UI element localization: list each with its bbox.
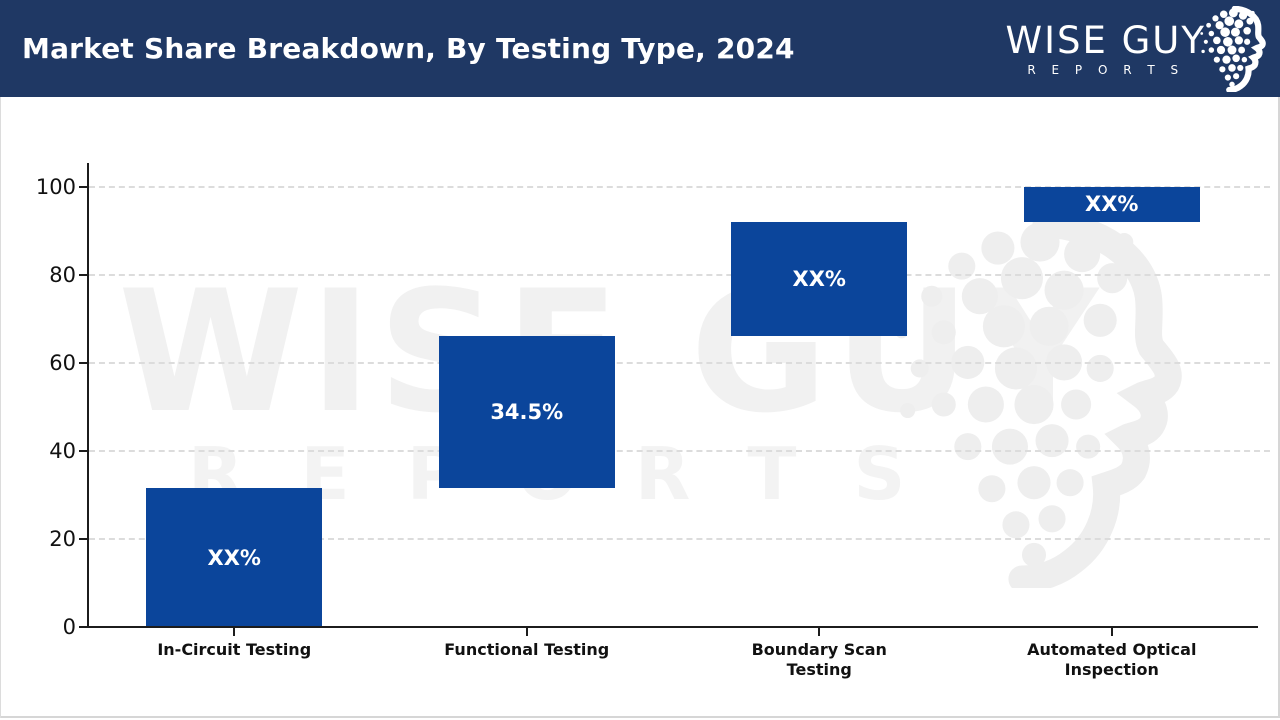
y-tick-label: 60 bbox=[49, 350, 76, 375]
logo-wordmark: WISE GUY bbox=[1005, 19, 1206, 62]
y-tick-label: 0 bbox=[62, 615, 76, 639]
y-axis-line bbox=[87, 163, 89, 628]
frame-edge-bottom bbox=[0, 716, 1280, 718]
x-tick-mark bbox=[818, 628, 821, 636]
x-tick-mark bbox=[1110, 628, 1113, 636]
x-tick-mark bbox=[525, 628, 528, 636]
x-tick-mark bbox=[233, 628, 236, 636]
gridline bbox=[89, 537, 1270, 540]
bar-value-label: XX% bbox=[207, 545, 261, 570]
x-tick-label: In-Circuit Testing bbox=[157, 640, 312, 659]
y-tick-label: 80 bbox=[49, 262, 76, 287]
y-tick-mark bbox=[79, 185, 88, 188]
x-tick-label: Automated Optical Inspection bbox=[1027, 640, 1197, 679]
gridline bbox=[89, 449, 1270, 452]
y-tick-label: 100 bbox=[35, 174, 76, 199]
logo-tagline: R E P O R T S bbox=[1027, 63, 1185, 77]
y-tick-mark bbox=[79, 626, 88, 628]
header-bar: Market Share Breakdown, By Testing Type,… bbox=[0, 0, 1280, 97]
x-tick-label: Boundary Scan Testing bbox=[751, 640, 887, 679]
y-tick-mark bbox=[79, 273, 88, 276]
market-share-bar bbox=[1023, 186, 1200, 222]
x-axis-line bbox=[87, 626, 1258, 628]
y-tick-mark bbox=[79, 537, 88, 540]
bar-value-label: 34.5% bbox=[490, 400, 564, 425]
logo-head-profile-icon bbox=[1196, 6, 1268, 92]
gridline bbox=[89, 361, 1270, 364]
y-tick-mark bbox=[79, 361, 88, 364]
y-tick-mark bbox=[79, 449, 88, 452]
bar-value-label: XX% bbox=[792, 267, 846, 291]
frame-edge-left bbox=[0, 97, 1, 718]
watermark-head-profile-icon bbox=[878, 212, 1190, 588]
market-share-bar bbox=[146, 488, 323, 627]
gridline bbox=[89, 273, 1270, 276]
frame-edge-right bbox=[1278, 97, 1280, 718]
y-tick-label: 20 bbox=[49, 526, 76, 551]
bar-value-label: XX% bbox=[1085, 192, 1139, 217]
gridline bbox=[89, 185, 1270, 188]
market-share-bar bbox=[731, 221, 908, 337]
y-tick-label: 40 bbox=[49, 438, 76, 463]
x-tick-label: Functional Testing bbox=[444, 640, 610, 659]
wise-guy-logo: WISE GUY R E P O R T S bbox=[1006, 6, 1268, 92]
market-share-bar bbox=[438, 336, 615, 489]
page-title: Market Share Breakdown, By Testing Type,… bbox=[22, 32, 795, 65]
logo-text: WISE GUY R E P O R T S bbox=[1006, 22, 1206, 76]
